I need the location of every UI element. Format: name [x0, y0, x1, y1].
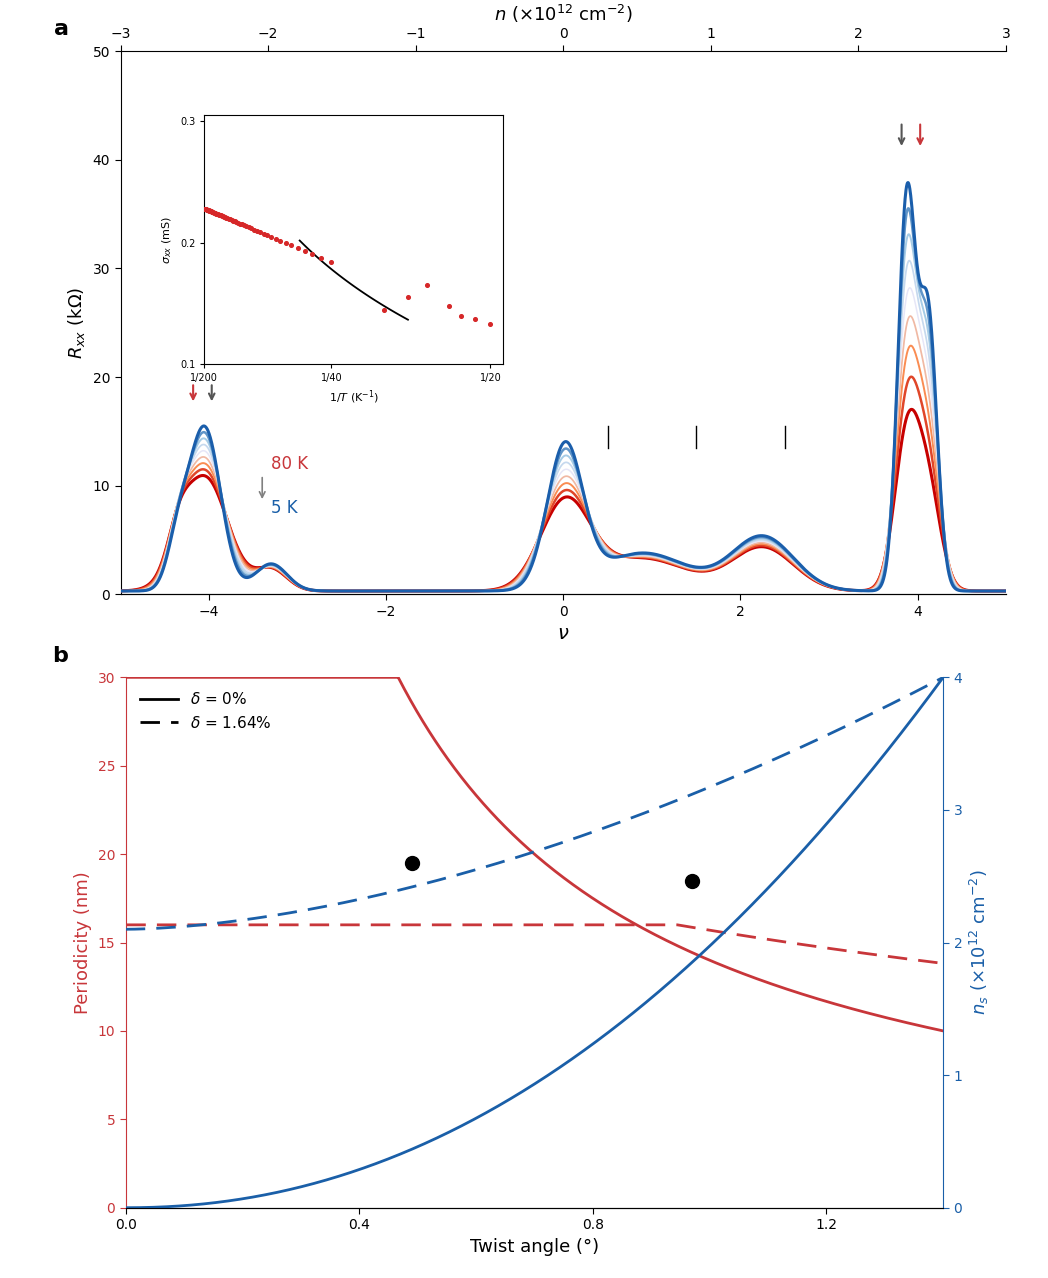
- Point: [200, 201, 217, 221]
- Point: [215, 206, 232, 226]
- Point: [201, 201, 218, 221]
- Point: [440, 295, 457, 316]
- Point: [204, 202, 221, 222]
- Point: [289, 238, 306, 258]
- Point: [228, 212, 245, 233]
- Point: [226, 211, 243, 231]
- Point: [214, 206, 231, 226]
- Text: b: b: [52, 645, 68, 666]
- Y-axis label: $n_s$ ($\times 10^{12}$ cm$^{-2}$): $n_s$ ($\times 10^{12}$ cm$^{-2}$): [968, 869, 991, 1016]
- Text: a: a: [54, 18, 69, 38]
- Point: [202, 201, 219, 221]
- Point: [205, 202, 222, 222]
- Point: [224, 211, 241, 231]
- Point: [216, 207, 233, 227]
- Point: [198, 199, 215, 220]
- Point: [323, 252, 340, 272]
- Point: [304, 244, 321, 265]
- Point: [199, 199, 216, 220]
- Point: [211, 204, 227, 225]
- Point: [376, 299, 393, 320]
- Point: [482, 314, 499, 335]
- Point: [403, 852, 420, 873]
- Point: [213, 206, 230, 226]
- Point: [245, 220, 262, 240]
- Point: [418, 275, 435, 295]
- Point: [201, 201, 218, 221]
- Point: [208, 203, 224, 224]
- Point: [252, 222, 268, 243]
- Point: [234, 215, 250, 235]
- Point: [219, 208, 236, 229]
- Point: [277, 233, 293, 253]
- Point: [197, 199, 214, 220]
- Point: [399, 288, 416, 308]
- Point: [248, 221, 265, 242]
- Point: [267, 229, 284, 249]
- Point: [199, 199, 216, 220]
- Point: [206, 203, 223, 224]
- Y-axis label: Periodicity (nm): Periodicity (nm): [74, 872, 92, 1013]
- Point: [283, 235, 300, 256]
- Point: [198, 199, 215, 220]
- Legend: $\delta$ = 0%, $\delta$ = 1.64%: $\delta$ = 0%, $\delta$ = 1.64%: [133, 685, 278, 737]
- Point: [297, 240, 313, 261]
- Point: [259, 225, 276, 245]
- Y-axis label: $\sigma_{xx}$ (mS): $\sigma_{xx}$ (mS): [160, 216, 174, 263]
- Point: [232, 213, 248, 234]
- Point: [243, 219, 260, 239]
- Point: [210, 204, 226, 225]
- Point: [209, 203, 225, 224]
- Point: [271, 230, 288, 250]
- Point: [197, 199, 214, 220]
- Point: [200, 201, 217, 221]
- Point: [218, 207, 235, 227]
- Point: [236, 215, 253, 235]
- X-axis label: $1/T$ (K$^{-1}$): $1/T$ (K$^{-1}$): [329, 389, 378, 406]
- Point: [222, 210, 239, 230]
- X-axis label: $\nu$: $\nu$: [558, 624, 569, 643]
- Point: [196, 198, 213, 219]
- X-axis label: Twist angle (°): Twist angle (°): [470, 1237, 599, 1256]
- Point: [204, 202, 221, 222]
- Point: [313, 248, 330, 268]
- Point: [240, 217, 257, 238]
- Point: [212, 204, 228, 225]
- Point: [202, 201, 219, 221]
- Point: [223, 210, 240, 230]
- Point: [230, 212, 246, 233]
- Point: [220, 208, 237, 229]
- X-axis label: $n$ ($\times 10^{12}$ cm$^{-2}$): $n$ ($\times 10^{12}$ cm$^{-2}$): [494, 3, 633, 26]
- Point: [263, 226, 280, 247]
- Y-axis label: $R_{xx}$ (k$\Omega$): $R_{xx}$ (k$\Omega$): [66, 286, 87, 359]
- Point: [256, 224, 272, 244]
- Point: [196, 198, 213, 219]
- Point: [453, 305, 470, 326]
- Point: [203, 202, 220, 222]
- Text: 5 K: 5 K: [271, 498, 298, 516]
- Text: 80 K: 80 K: [271, 455, 308, 473]
- Point: [238, 216, 255, 236]
- Point: [683, 870, 700, 891]
- Point: [208, 203, 224, 224]
- Point: [466, 309, 483, 330]
- Point: [217, 207, 234, 227]
